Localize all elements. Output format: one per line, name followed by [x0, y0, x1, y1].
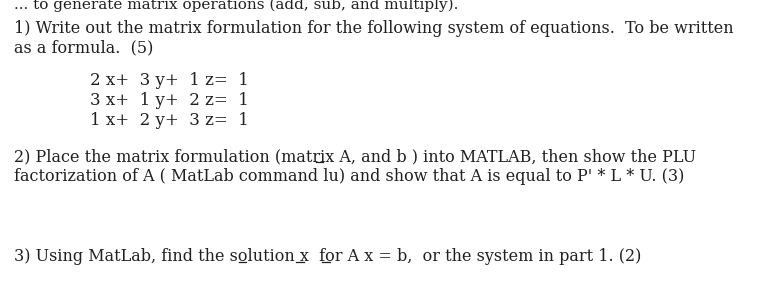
Text: 1 x+  2 y+  3 z=  1: 1 x+ 2 y+ 3 z= 1: [90, 112, 249, 129]
Text: as a formula.  (5): as a formula. (5): [14, 39, 153, 56]
Text: 2) Place the matrix formulation (matrix A, and b ) into MATLAB, then show the PL: 2) Place the matrix formulation (matrix …: [14, 148, 696, 165]
Text: 3) Using MatLab, find the solution x  for A x = b,  or the system in part 1. (2): 3) Using MatLab, find the solution x for…: [14, 248, 642, 265]
Text: 2 x+  3 y+  1 z=  1: 2 x+ 3 y+ 1 z= 1: [90, 72, 249, 89]
Text: ... to generate matrix operations (add, sub, and multiply).: ... to generate matrix operations (add, …: [14, 0, 459, 12]
Text: 1) Write out the matrix formulation for the following system of equations.  To b: 1) Write out the matrix formulation for …: [14, 20, 734, 37]
Text: 3 x+  1 y+  2 z=  1: 3 x+ 1 y+ 2 z= 1: [90, 92, 249, 109]
Text: factorization of A ( MatLab command lu) and show that A is equal to P' * L * U. : factorization of A ( MatLab command lu) …: [14, 168, 684, 185]
